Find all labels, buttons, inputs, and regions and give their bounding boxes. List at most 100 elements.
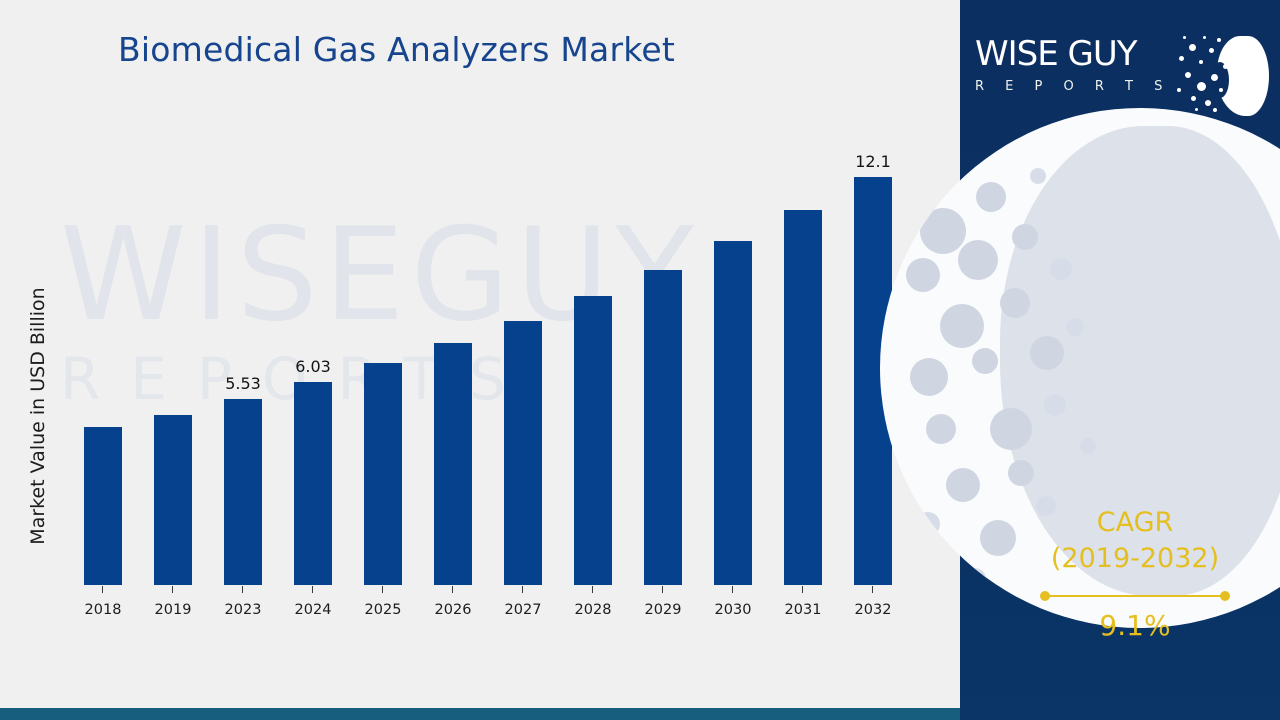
x-axis-tick xyxy=(732,586,733,593)
logo-head-shape xyxy=(1211,36,1269,116)
x-axis-tick-label: 2018 xyxy=(84,602,122,618)
logo-dot-icon xyxy=(1191,96,1196,101)
logo-dot-icon xyxy=(1197,82,1206,91)
bar-slot: 2026 xyxy=(418,130,488,618)
bar-slot: 2028 xyxy=(558,130,628,618)
x-axis-tick xyxy=(592,586,593,593)
logo-dot-icon xyxy=(1209,48,1214,53)
circle-inner xyxy=(880,108,1280,628)
x-axis-tick xyxy=(662,586,663,593)
x-axis-tick-label: 2030 xyxy=(714,602,752,618)
logo-dot-icon xyxy=(1195,108,1198,111)
logo-face-icon xyxy=(1175,30,1271,122)
logo-dot-icon xyxy=(1219,88,1223,92)
logo-dot-icon xyxy=(1217,38,1221,42)
cagr-divider xyxy=(1040,591,1230,601)
bar[interactable] xyxy=(714,241,752,585)
molecule-dot-icon xyxy=(976,182,1006,212)
logo-primary-text: WISE GUY xyxy=(975,34,1138,74)
x-axis-tick-label: 2026 xyxy=(434,602,472,618)
molecule-dot-icon xyxy=(946,468,980,502)
logo-secondary-text: R E P O R T S xyxy=(975,79,1171,94)
logo-dot-icon xyxy=(1225,100,1229,104)
logo-dot-icon xyxy=(1233,82,1236,85)
cagr-block: CAGR (2019-2032) 9.1% xyxy=(1000,505,1270,642)
bar-value-label: 5.53 xyxy=(225,374,261,393)
x-axis-tick-label: 2023 xyxy=(224,602,262,618)
molecule-dot-icon xyxy=(1036,496,1056,516)
bar-slot: 2031 xyxy=(768,130,838,618)
x-axis-tick xyxy=(172,586,173,593)
bar[interactable] xyxy=(364,363,402,585)
bottom-accent-strip xyxy=(0,708,960,720)
x-axis-line xyxy=(68,585,923,587)
logo-dot-icon xyxy=(1203,36,1206,39)
logo: WISE GUY R E P O R T S xyxy=(975,34,1269,120)
bar[interactable] xyxy=(154,415,192,585)
logo-dot-icon xyxy=(1177,88,1181,92)
logo-dot-icon xyxy=(1185,72,1191,78)
molecule-dot-icon xyxy=(1030,168,1046,184)
bar-slot: 2018 xyxy=(68,130,138,618)
cagr-range: (2019-2032) xyxy=(1050,543,1220,574)
molecule-dot-icon xyxy=(926,414,956,444)
bar[interactable] xyxy=(784,210,822,585)
x-axis-tick xyxy=(872,586,873,593)
molecule-dot-icon xyxy=(990,408,1032,450)
x-axis-tick-label: 2032 xyxy=(854,602,892,618)
x-axis-tick xyxy=(382,586,383,593)
molecule-dot-icon xyxy=(910,358,948,396)
bar-slot: 2029 xyxy=(628,130,698,618)
molecule-dot-icon xyxy=(964,568,986,590)
bar-slot: 2025 xyxy=(348,130,418,618)
x-axis-tick-label: 2031 xyxy=(784,602,822,618)
molecule-dot-icon xyxy=(1030,336,1064,370)
molecule-dot-icon xyxy=(940,304,984,348)
x-axis-tick-label: 2027 xyxy=(504,602,542,618)
bar-chart: Market Value in USD Billion 2018 2019 5.53… xyxy=(27,130,928,618)
bar[interactable] xyxy=(504,321,542,585)
bar[interactable] xyxy=(294,382,332,585)
molecule-dot-icon xyxy=(1000,288,1030,318)
molecule-dot-icon xyxy=(972,348,998,374)
bar-slot: 5.53 2023 xyxy=(208,130,278,618)
logo-dot-icon xyxy=(1179,56,1184,61)
molecule-dot-icon xyxy=(916,512,940,536)
bar-value-label: 6.03 xyxy=(295,357,331,376)
logo-dot-icon xyxy=(1223,64,1228,69)
logo-dot-icon xyxy=(1189,44,1196,51)
bar[interactable] xyxy=(574,296,612,585)
bar-value-label: 12.1 xyxy=(855,152,891,171)
logo-dot-icon xyxy=(1199,60,1203,64)
logo-dot-icon xyxy=(1205,100,1211,106)
bar[interactable] xyxy=(84,427,122,585)
logo-dot-icon xyxy=(1213,108,1217,112)
x-axis-tick xyxy=(802,586,803,593)
logo-dot-icon xyxy=(1183,36,1186,39)
molecule-dot-icon xyxy=(906,258,940,292)
molecule-dot-icon xyxy=(1008,460,1034,486)
x-axis-tick-label: 2028 xyxy=(574,602,612,618)
bar[interactable] xyxy=(434,343,472,585)
y-axis-label: Market Value in USD Billion xyxy=(27,287,49,545)
logo-dot-icon xyxy=(1231,46,1235,50)
cagr-divider-line xyxy=(1045,595,1225,597)
bar-slot: 2027 xyxy=(488,130,558,618)
cagr-label: CAGR xyxy=(1096,507,1174,538)
bar-series: 2018 2019 5.53 2023 6.03 2024 2025 2026 2027 2028… xyxy=(68,130,928,618)
logo-dot-icon xyxy=(1211,74,1218,81)
x-axis-tick xyxy=(242,586,243,593)
molecule-dot-icon xyxy=(958,240,998,280)
x-axis-tick xyxy=(522,586,523,593)
bar[interactable] xyxy=(224,399,262,585)
molecule-dot-icon xyxy=(1012,224,1038,250)
x-axis-tick xyxy=(452,586,453,593)
circle-graphic xyxy=(880,108,1280,628)
cagr-divider-dot-right xyxy=(1220,591,1230,601)
molecule-dot-icon xyxy=(1080,438,1096,454)
x-axis-tick-label: 2024 xyxy=(294,602,332,618)
page-title: Biomedical Gas Analyzers Market xyxy=(118,30,675,69)
x-axis-tick-label: 2019 xyxy=(154,602,192,618)
bar[interactable] xyxy=(644,270,682,585)
